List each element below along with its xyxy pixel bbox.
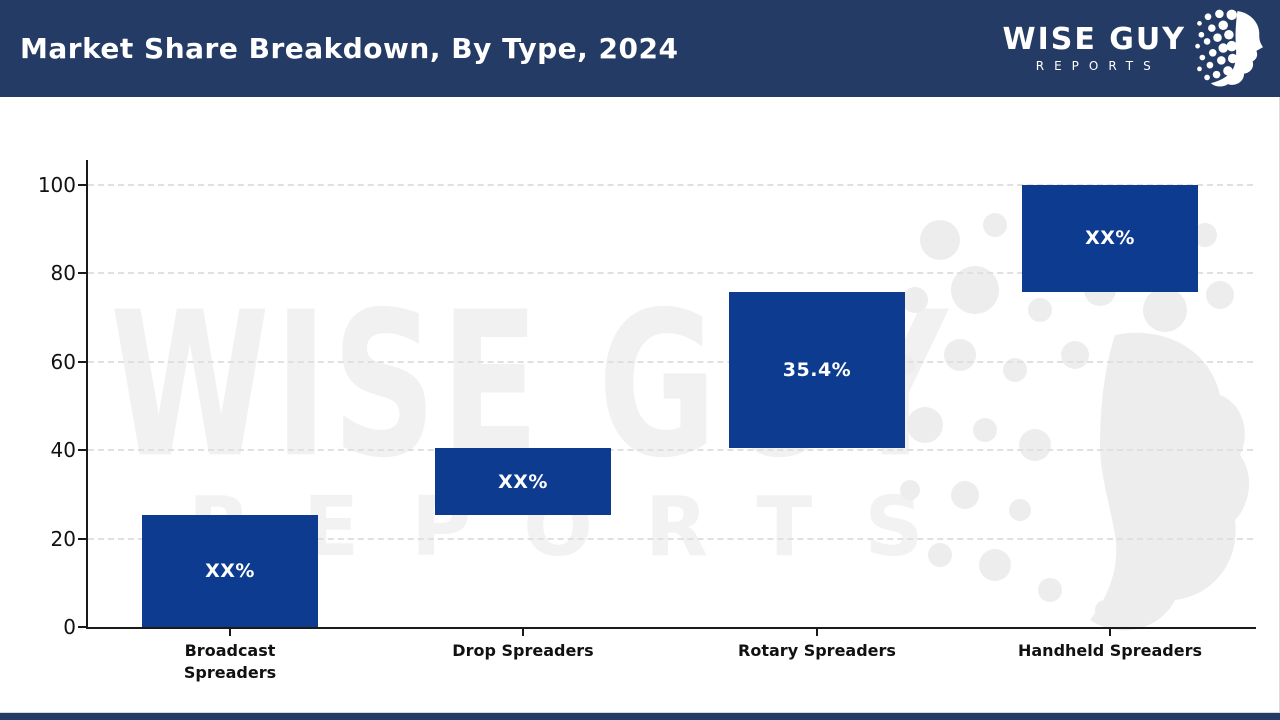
dotted-head-logo-icon <box>1195 9 1264 87</box>
logo-text: WISE GUY REPORTS <box>1002 21 1186 73</box>
y-tick-label: 40 <box>50 438 76 463</box>
gridline <box>88 360 1253 363</box>
y-tick-mark <box>78 360 86 363</box>
wise-guy-reports-logo: WISE GUY REPORTS <box>1002 8 1264 90</box>
x-tick-mark <box>522 629 524 636</box>
gridline <box>88 272 1253 275</box>
category-label: Handheld Spreaders <box>1017 641 1202 660</box>
y-tick-label: 20 <box>50 526 76 551</box>
x-axis-line <box>86 627 1256 629</box>
bar-value-label: XX% <box>205 560 255 583</box>
x-tick-mark <box>229 629 231 636</box>
y-tick-label: 0 <box>63 615 76 639</box>
y-axis-line <box>86 160 88 629</box>
bar: XX% <box>435 447 611 516</box>
logo-brand-subtitle: REPORTS <box>1035 58 1161 73</box>
y-tick-mark <box>78 626 86 628</box>
bar-value-label: XX% <box>498 470 548 493</box>
category-label: Rotary Spreaders <box>738 641 896 660</box>
y-tick-mark <box>78 449 86 452</box>
gridline <box>88 184 1253 186</box>
bar: XX% <box>1022 185 1198 292</box>
bar: 35.4% <box>729 291 905 448</box>
bar: XX% <box>142 515 318 627</box>
y-tick-mark <box>78 272 86 275</box>
y-tick-label: 100 <box>37 173 76 197</box>
y-tick-mark <box>78 537 86 540</box>
logo-brand-name: WISE GUY <box>1002 21 1186 57</box>
chart-title: Market Share Breakdown, By Type, 2024 <box>20 32 679 65</box>
footer-band <box>0 713 1280 720</box>
y-tick-label: 60 <box>50 349 76 374</box>
bottom-hairline <box>0 712 1280 713</box>
x-tick-mark <box>1109 629 1111 636</box>
y-tick-mark <box>78 184 86 186</box>
bar-value-label: 35.4% <box>782 358 852 381</box>
gridline <box>88 537 1253 540</box>
bar-value-label: XX% <box>1085 227 1135 250</box>
x-tick-mark <box>816 629 818 636</box>
gridline <box>88 449 1253 452</box>
y-tick-label: 80 <box>50 261 76 286</box>
category-label: Broadcast Spreaders <box>183 641 277 683</box>
category-label: Drop Spreaders <box>452 641 594 660</box>
header-band: Market Share Breakdown, By Type, 2024 WI… <box>0 0 1280 97</box>
